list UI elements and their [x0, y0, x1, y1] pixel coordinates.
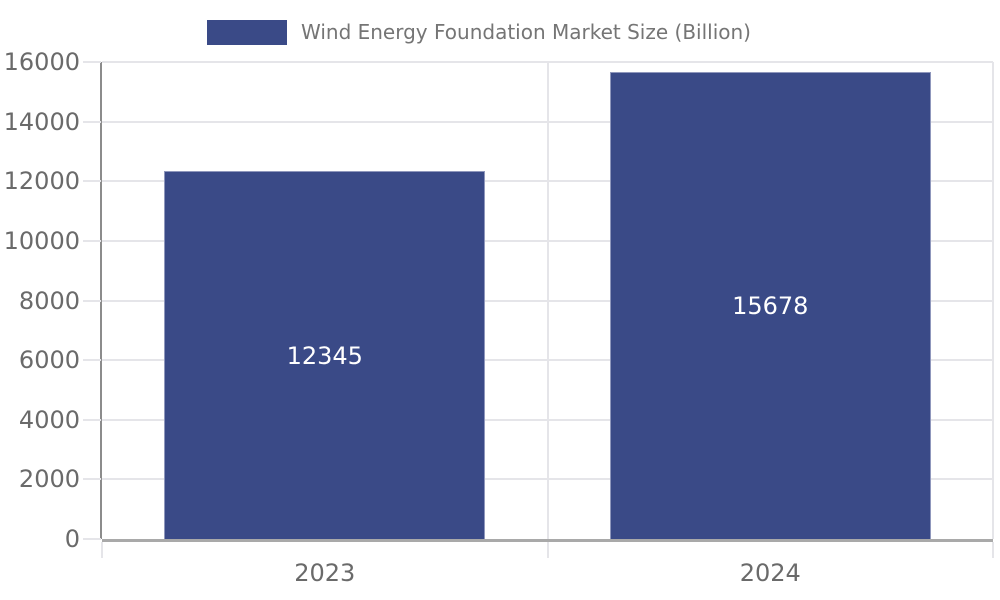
- plot-area: 12345 15678: [102, 61, 994, 539]
- legend-label: Wind Energy Foundation Market Size (Bill…: [301, 20, 751, 44]
- x-axis-tick: [101, 542, 103, 558]
- y-axis-tick: [83, 120, 101, 123]
- y-tick-label: 0: [64, 525, 80, 553]
- legend-swatch-icon[interactable]: [207, 19, 287, 45]
- y-tick-label: 2000: [18, 465, 80, 494]
- y-axis-tick: [83, 418, 101, 421]
- y-axis-tick: [83, 61, 101, 63]
- y-tick-label: 6000: [18, 346, 80, 375]
- y-tick-label: 16000: [3, 48, 80, 76]
- bar-value-label: 12345: [286, 341, 363, 370]
- x-axis-line: [102, 539, 993, 542]
- y-axis-tick: [83, 239, 101, 242]
- legend[interactable]: Wind Energy Foundation Market Size (Bill…: [207, 19, 751, 45]
- y-axis-tick: [83, 538, 101, 540]
- y-tick-label: 12000: [3, 167, 80, 196]
- y-axis-tick: [83, 299, 101, 302]
- y-axis-tick: [83, 359, 101, 362]
- x-tick-label: 2023: [294, 559, 356, 587]
- x-gridline: [992, 62, 994, 539]
- y-tick-label: 4000: [18, 405, 80, 434]
- y-tick-label: 10000: [3, 226, 80, 255]
- y-tick-label: 14000: [3, 107, 80, 136]
- x-axis-tick: [992, 542, 994, 558]
- x-gridline: [546, 62, 549, 539]
- y-tick-label: 8000: [18, 286, 80, 315]
- bar-2023[interactable]: 12345: [164, 171, 486, 539]
- y-axis-tick: [83, 478, 101, 481]
- x-axis-tick: [546, 542, 549, 558]
- y-axis-line: [100, 62, 102, 539]
- y-axis-tick: [83, 180, 101, 183]
- x-tick-label: 2024: [739, 559, 801, 587]
- bar-value-label: 15678: [732, 292, 809, 320]
- bar-2024[interactable]: 15678: [609, 72, 931, 539]
